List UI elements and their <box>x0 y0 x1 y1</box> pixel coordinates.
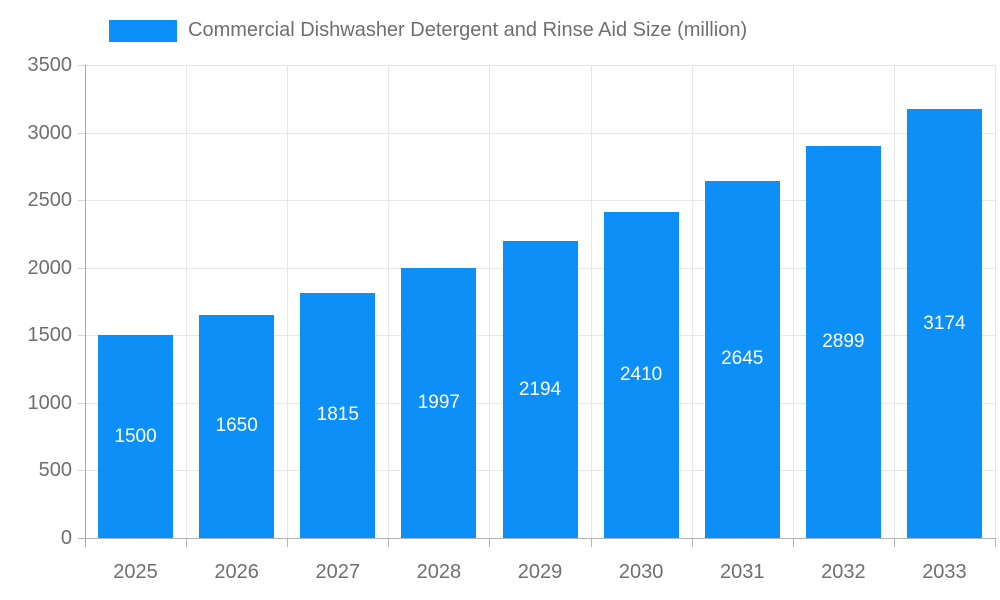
x-axis-tick-label: 2031 <box>719 561 765 583</box>
y-axis-line <box>85 65 86 547</box>
bar[interactable]: 2645 <box>704 180 780 538</box>
y-axis-tick <box>78 470 85 472</box>
bar[interactable]: 1997 <box>401 268 477 538</box>
y-axis-tick <box>78 335 85 337</box>
x-gridline <box>590 65 592 538</box>
legend-label: Commercial Dishwasher Detergent and Rins… <box>188 19 748 41</box>
y-axis-tick-label: 0 <box>60 527 72 549</box>
bar[interactable]: 3174 <box>906 109 982 538</box>
bar[interactable]: 1815 <box>300 292 376 538</box>
x-gridline <box>388 65 390 538</box>
plot-area: 1500 1650 1815 1997 2194 2410 2645 2899 3174 <box>85 65 996 538</box>
x-axis-tick-label: 2029 <box>517 561 563 583</box>
y-gridline <box>85 65 995 66</box>
x-axis-tick-label: 2030 <box>618 561 664 583</box>
x-gridline <box>893 65 895 538</box>
bar[interactable]: 2410 <box>603 212 679 538</box>
bar-value-label: 2899 <box>822 331 865 353</box>
bar-value-label: 2645 <box>721 348 764 370</box>
y-axis-tick <box>78 267 85 269</box>
bar[interactable]: 2899 <box>805 146 881 538</box>
x-axis-tick-label: 2033 <box>922 561 967 583</box>
legend-swatch <box>109 19 177 42</box>
y-axis-tick-label: 2000 <box>27 256 73 279</box>
x-axis-tick-label: 2028 <box>416 561 462 583</box>
x-gridline <box>792 65 794 538</box>
x-axis-tick-label: 2026 <box>214 561 259 583</box>
y-axis-tick-label: 1000 <box>27 391 73 414</box>
x-axis-tick-label: 2027 <box>315 561 361 583</box>
x-axis-tick <box>590 538 592 547</box>
y-axis-tick <box>78 65 85 66</box>
bar-value-label: 1997 <box>417 392 461 414</box>
x-gridline <box>691 65 693 538</box>
x-gridline <box>489 65 491 538</box>
x-gridline <box>995 65 996 538</box>
x-axis-tick <box>287 538 289 547</box>
x-axis-tick <box>489 538 491 547</box>
y-gridline <box>85 132 995 134</box>
x-axis-tick-label: 2032 <box>821 561 866 583</box>
y-gridline <box>85 200 995 202</box>
y-axis-tick <box>78 132 85 134</box>
y-axis-tick-label: 3000 <box>27 121 73 144</box>
x-axis-tick <box>388 538 390 547</box>
bar-value-label: 1650 <box>215 415 258 437</box>
bar-value-label: 1500 <box>114 425 157 447</box>
bar-value-label: 3174 <box>923 312 966 334</box>
bar[interactable]: 1650 <box>199 315 275 538</box>
y-axis-tick-label: 2500 <box>27 189 73 212</box>
x-axis-tick <box>691 538 693 547</box>
x-gridline <box>186 65 188 538</box>
x-axis-line <box>78 538 995 539</box>
y-axis-tick-label: 3500 <box>27 54 73 76</box>
chart-legend[interactable]: Commercial Dishwasher Detergent and Rins… <box>109 19 747 42</box>
bar[interactable]: 1500 <box>98 335 174 538</box>
x-axis-tick <box>893 538 895 547</box>
x-axis-tick-label: 2025 <box>113 561 158 583</box>
x-axis-tick <box>186 538 188 547</box>
x-gridline <box>287 65 289 538</box>
bar-value-label: 2410 <box>619 364 663 386</box>
y-axis-tick <box>78 402 85 404</box>
bar-value-label: 1815 <box>316 404 359 426</box>
bar[interactable]: 2194 <box>502 241 578 538</box>
y-axis-tick-label: 500 <box>38 459 72 482</box>
y-axis-tick <box>78 200 85 202</box>
x-axis-tick <box>995 538 996 547</box>
bar-value-label: 2194 <box>518 378 562 400</box>
y-axis-tick-label: 1500 <box>27 324 73 347</box>
x-axis-tick <box>792 538 794 547</box>
